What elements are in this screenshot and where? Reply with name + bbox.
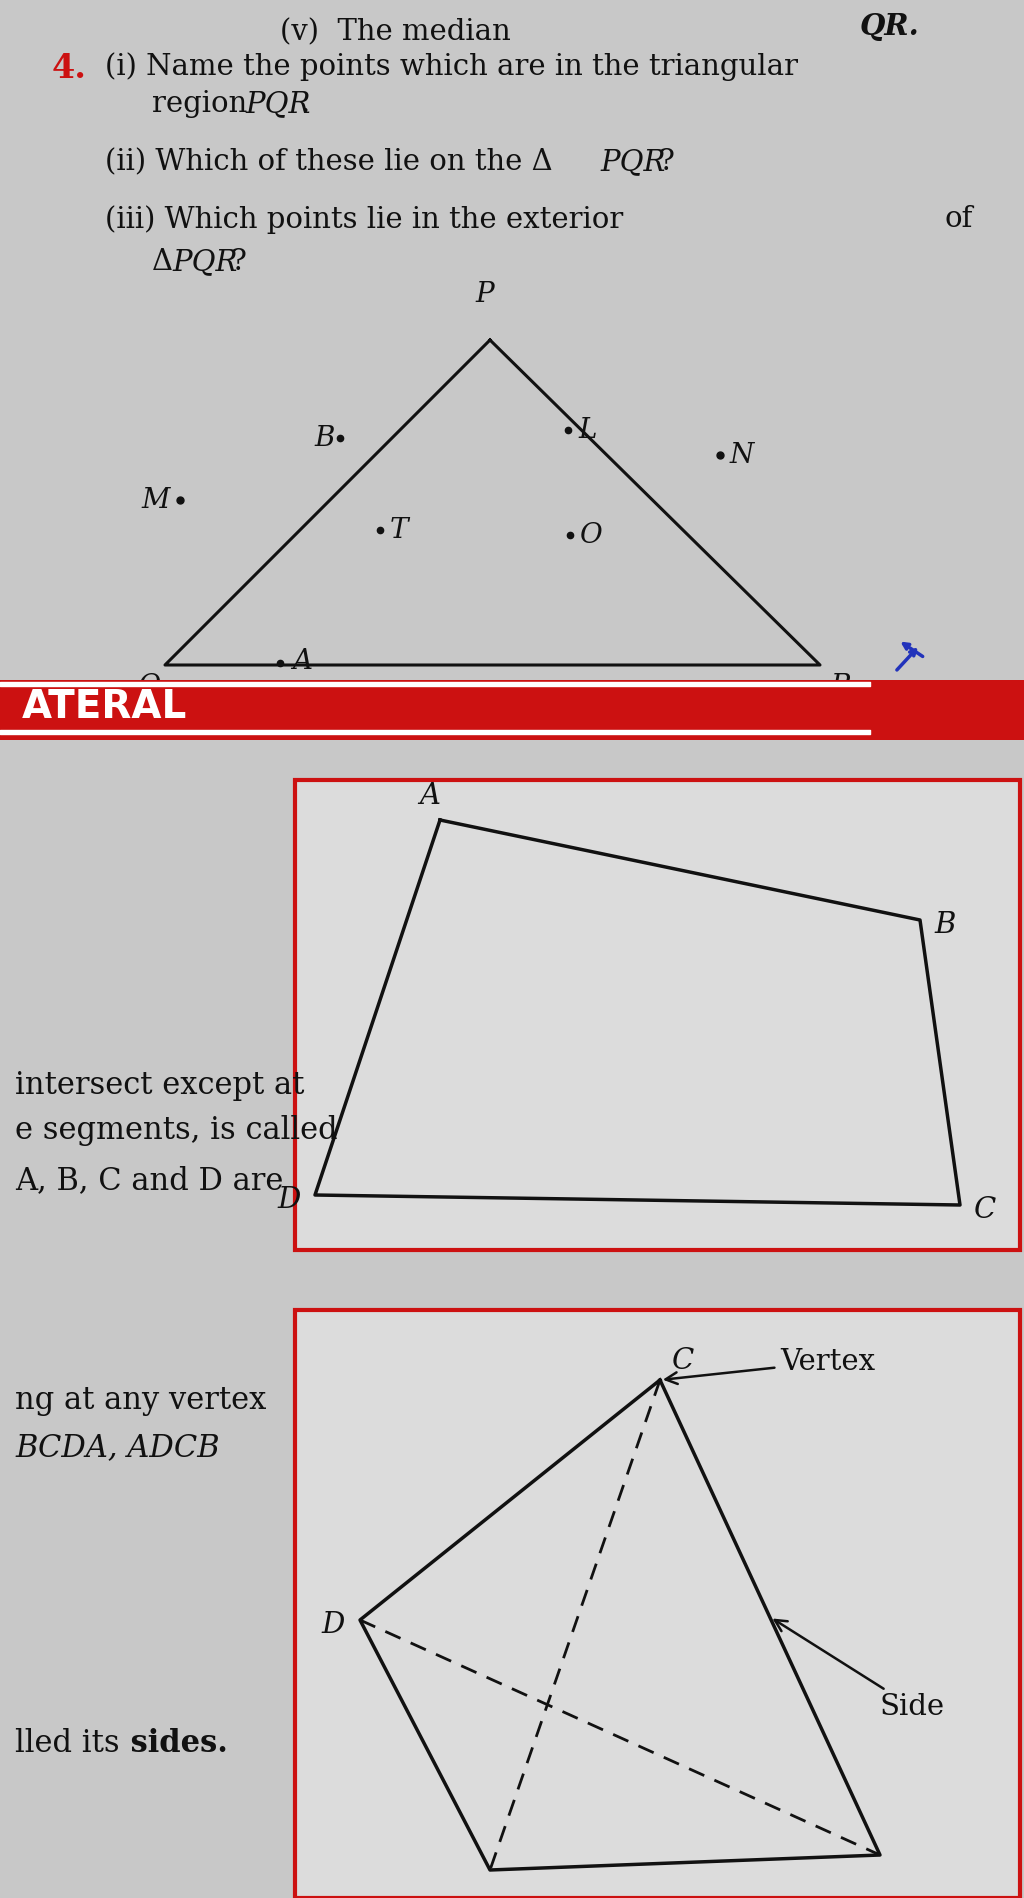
Text: D: D [322,1611,345,1640]
Text: O: O [580,522,603,549]
Text: .: . [300,89,309,118]
Bar [295,780,1020,1251]
Text: ATERAL: ATERAL [22,687,187,727]
Text: D: D [278,1186,301,1215]
Text: intersect except at: intersect except at [15,1070,304,1101]
Text: Vertex: Vertex [666,1348,876,1384]
Text: (iii) Which points lie in the exterior: (iii) Which points lie in the exterior [105,205,624,233]
Text: PQR: PQR [600,148,666,177]
Text: BCDA, ADCB: BCDA, ADCB [15,1431,219,1463]
Text: Q: Q [137,674,160,700]
Text: C: C [974,1196,996,1224]
Text: (ii) Which of these lie on the Δ: (ii) Which of these lie on the Δ [105,148,562,177]
Text: QR.: QR. [860,11,920,42]
Text: M: M [141,486,170,514]
Text: e segments, is called: e segments, is called [15,1114,338,1146]
Text: P: P [476,281,495,307]
Text: (v)  The median: (v) The median [280,17,511,46]
Text: Side: Side [775,1621,945,1721]
Text: ?: ? [650,148,675,177]
Text: A, B, C and D are: A, B, C and D are [15,1165,284,1196]
Text: lled its: lled its [15,1727,120,1759]
Text: R: R [830,674,851,700]
Text: PQR: PQR [245,89,310,118]
Text: N: N [730,442,755,469]
Text: B: B [934,911,955,940]
Text: B: B [314,425,335,452]
Text: region: region [152,89,256,118]
Text: 4.: 4. [52,51,87,85]
Bar [295,1310,1020,1898]
Text: PQR: PQR [172,249,238,275]
Text: ?: ? [222,249,247,275]
Text: A: A [292,647,312,674]
Text: L: L [578,416,596,444]
Text: Δ: Δ [152,249,173,275]
Text: sides.: sides. [120,1727,228,1759]
Text: ng at any vertex: ng at any vertex [15,1386,266,1416]
Text: A: A [420,782,440,810]
Text: T: T [390,516,409,543]
Text: of: of [945,205,974,233]
Text: C: C [672,1348,694,1374]
Text: (i) Name the points which are in the triangular: (i) Name the points which are in the tri… [105,51,798,82]
Bar [0,679,1024,740]
